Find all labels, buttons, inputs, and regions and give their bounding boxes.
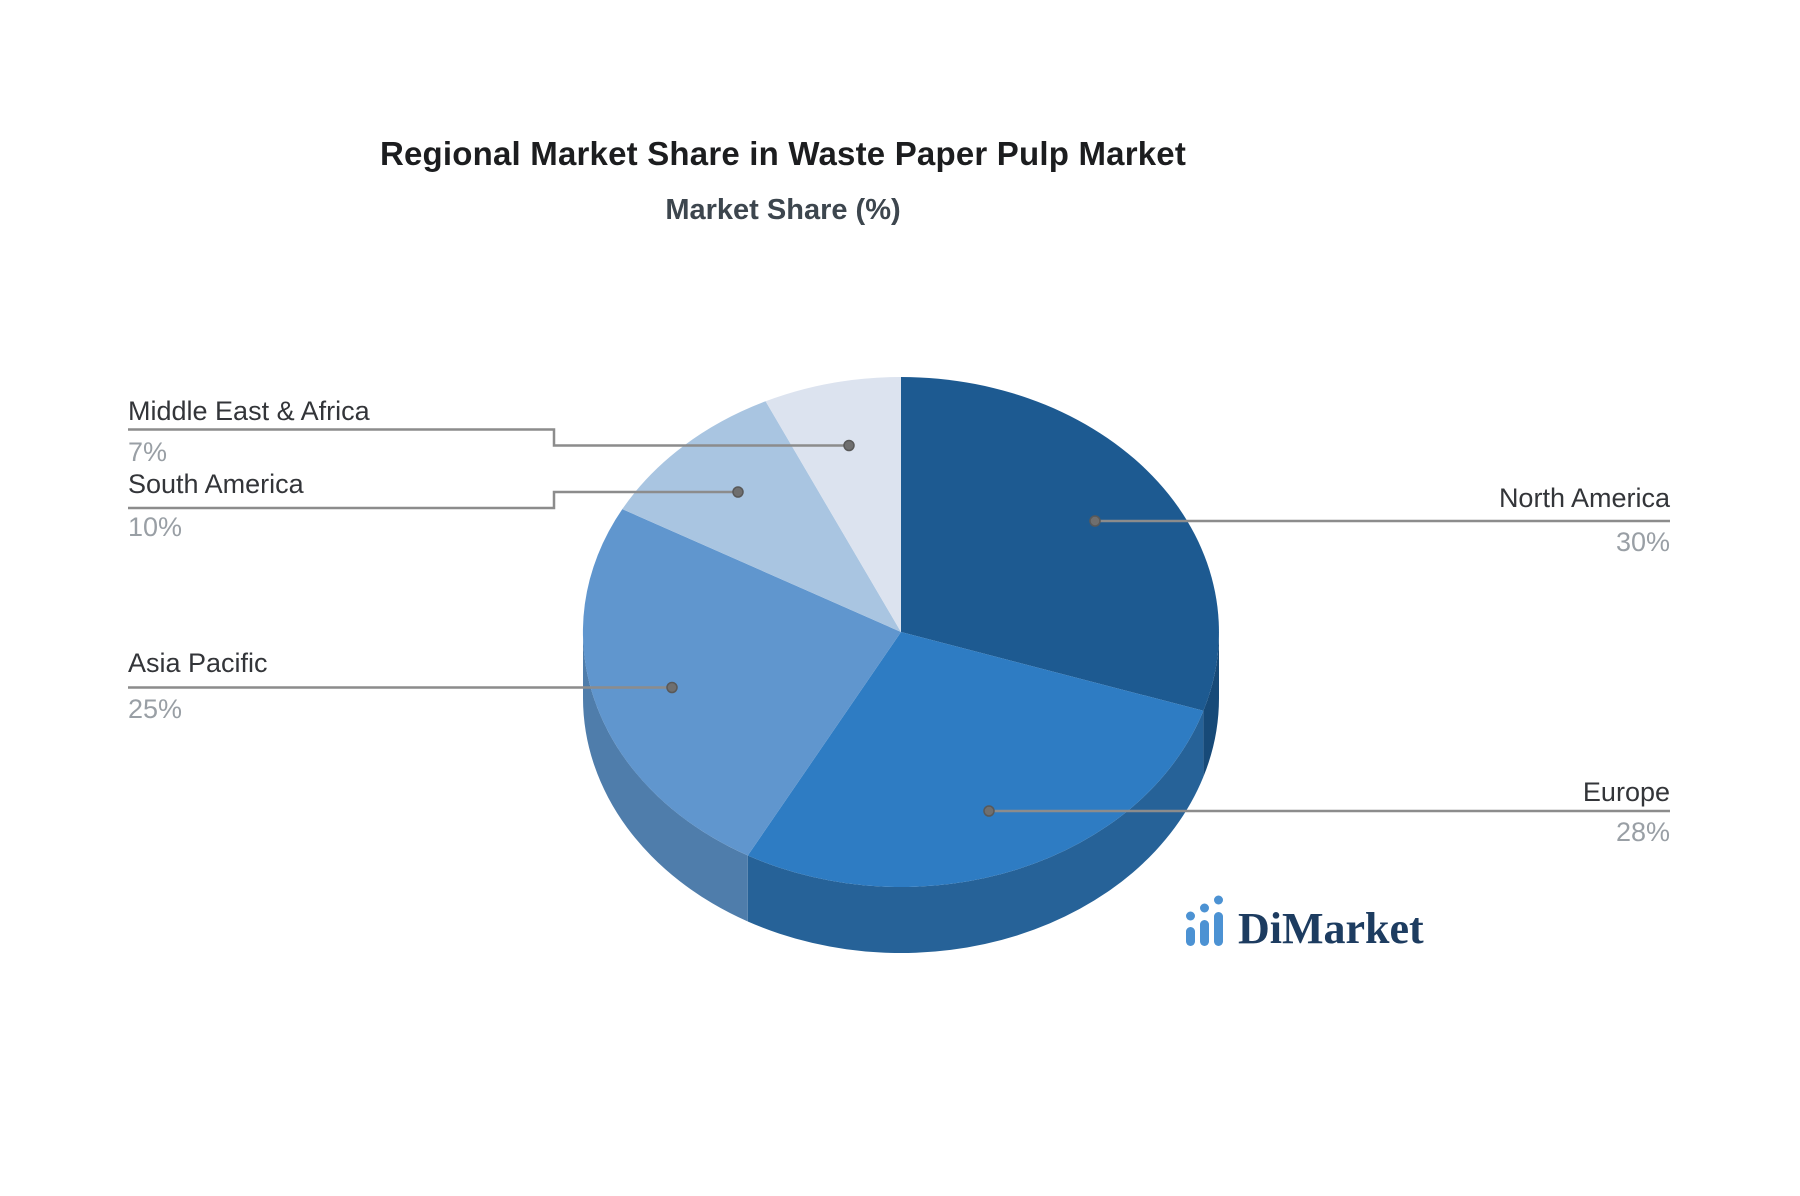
pie-slice-middle-east-africa — [765, 377, 901, 632]
leader-dot-middle-east-africa — [843, 439, 855, 452]
pie-slice-side-europe — [747, 710, 1204, 954]
slice-label-asia-pacific: Asia Pacific — [128, 648, 268, 678]
slice-value-asia-pacific: 25% — [128, 694, 183, 724]
leader-dot-europe — [983, 805, 995, 817]
pie-slice-side-asia-pacific — [582, 632, 748, 922]
pie-slice-north-america — [901, 377, 1219, 711]
leader-dot-asia-pacific — [666, 681, 678, 694]
slice-value-middle-east-africa: 7% — [128, 437, 168, 467]
slice-value-europe: 28% — [1615, 817, 1670, 847]
slice-label-south-america: South America — [128, 469, 304, 499]
pie-slice-europe — [747, 632, 1204, 888]
slice-label-europe: Europe — [1582, 777, 1670, 807]
leader-line-middle-east-africa — [128, 428, 849, 447]
pie-slice-south-america — [622, 401, 901, 632]
dimarket-logo-icon — [1186, 895, 1223, 946]
dimarket-logo-text: DiMarket — [1238, 904, 1424, 953]
leader-dot-north-america — [1089, 515, 1101, 527]
pie-slice-side-north-america — [1203, 632, 1219, 777]
slice-label-middle-east-africa: Middle East & Africa — [128, 396, 370, 426]
pie-slice-asia-pacific — [582, 509, 901, 856]
chart-title: Regional Market Share in Waste Paper Pul… — [379, 135, 1187, 172]
leader-line-south-america — [128, 490, 738, 510]
slice-value-south-america: 10% — [128, 512, 183, 542]
chart-subtitle: Market Share (%) — [665, 194, 901, 226]
slice-value-north-america: 30% — [1615, 527, 1670, 557]
leader-dot-south-america — [732, 486, 744, 498]
slice-label-north-america: North America — [1498, 483, 1670, 513]
